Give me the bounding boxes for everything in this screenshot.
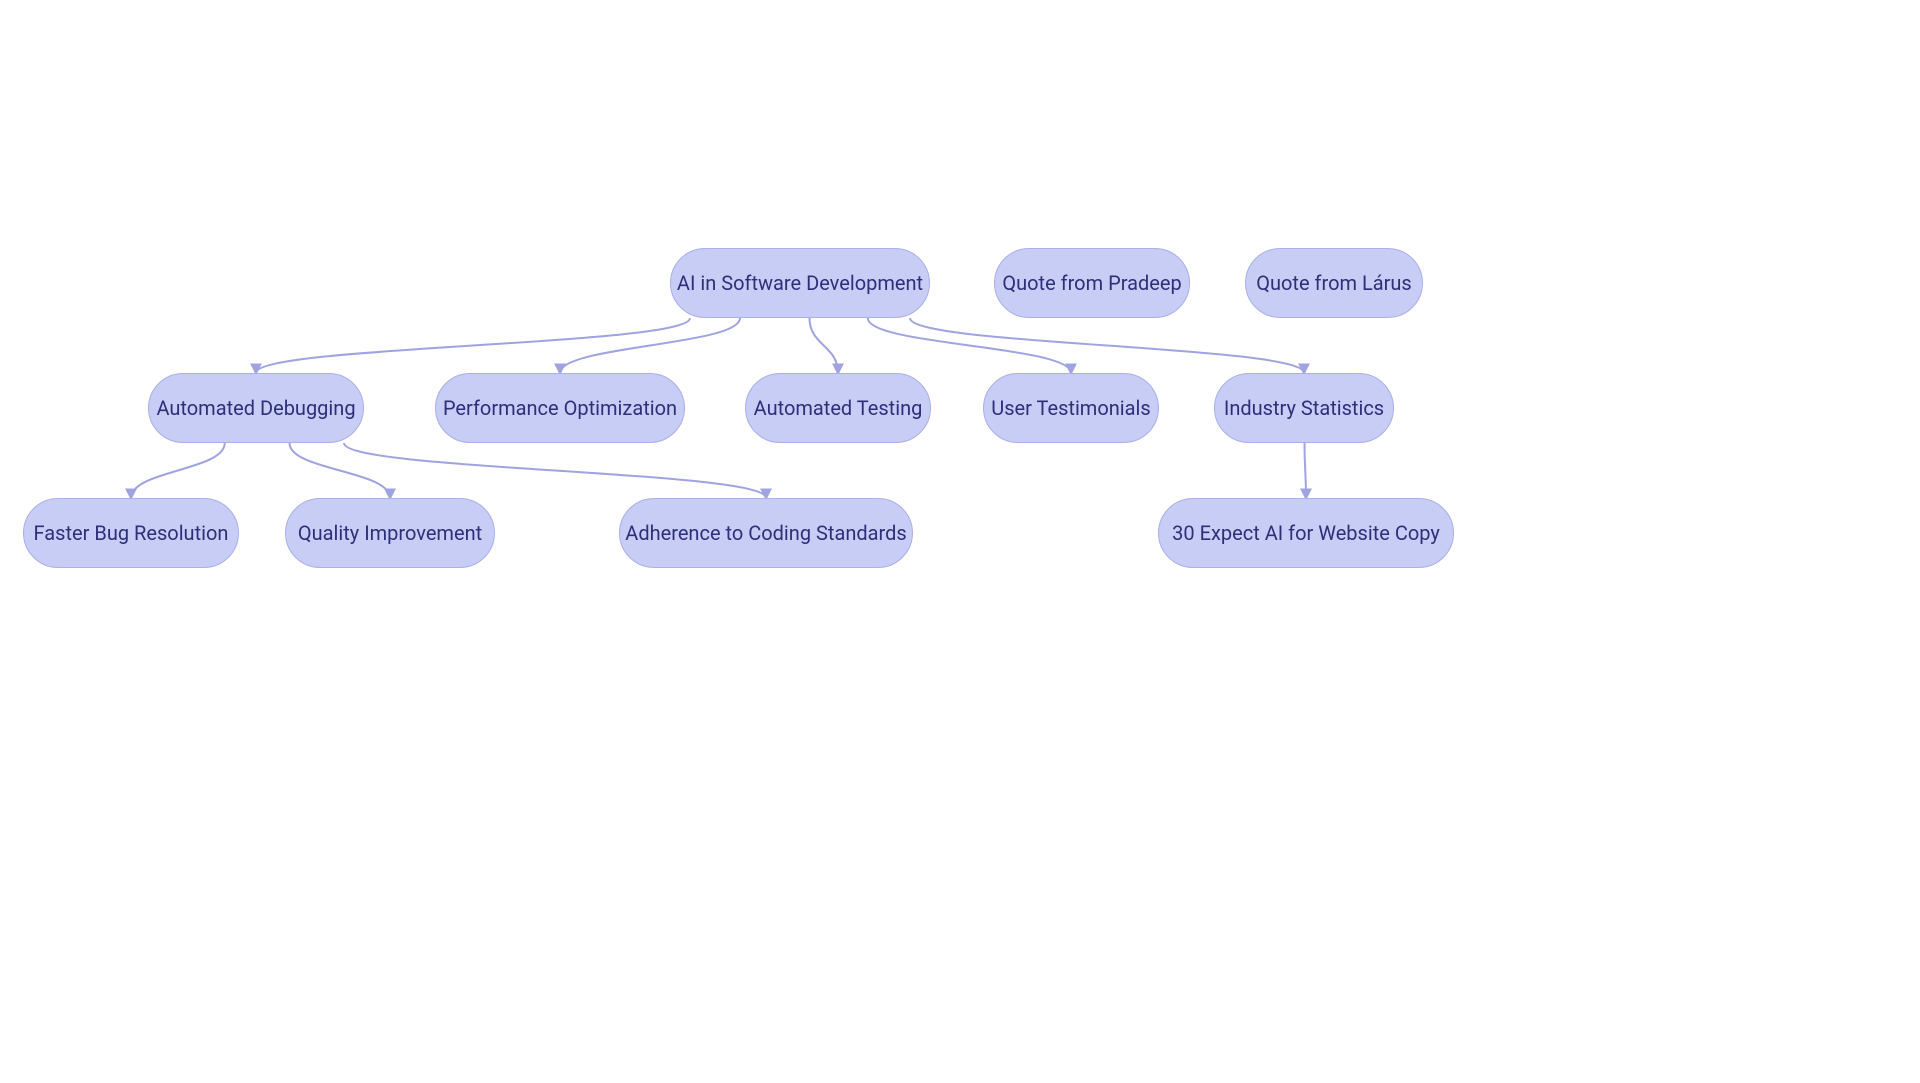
edge-debug-faster (131, 443, 225, 498)
node-quote_l: Quote from Lárus (1245, 248, 1423, 318)
node-label: Adherence to Coding Standards (625, 521, 906, 545)
node-expect: 30 Expect AI for Website Copy (1158, 498, 1454, 568)
edge-debug-standards (344, 443, 766, 498)
node-label: User Testimonials (991, 396, 1150, 420)
node-testi: User Testimonials (983, 373, 1159, 443)
node-label: Quote from Pradeep (1002, 271, 1181, 295)
node-perf: Performance Optimization (435, 373, 685, 443)
node-label: 30 Expect AI for Website Copy (1172, 521, 1440, 545)
edge-root-testi (868, 318, 1071, 373)
node-quality: Quality Improvement (285, 498, 495, 568)
node-faster: Faster Bug Resolution (23, 498, 239, 568)
node-stats: Industry Statistics (1214, 373, 1394, 443)
edge-root-perf (560, 318, 740, 373)
node-label: Faster Bug Resolution (34, 521, 229, 545)
node-label: Automated Testing (754, 396, 923, 420)
edge-stats-expect (1305, 443, 1307, 498)
node-label: Quality Improvement (298, 521, 482, 545)
node-standards: Adherence to Coding Standards (619, 498, 913, 568)
node-quote_p: Quote from Pradeep (994, 248, 1190, 318)
diagram-canvas: AI in Software Development Quote from Pra… (0, 0, 1920, 1083)
edge-root-debug (256, 318, 690, 373)
node-label: Automated Debugging (156, 396, 355, 420)
node-root: AI in Software Development (670, 248, 930, 318)
node-label: AI in Software Development (677, 271, 923, 295)
node-label: Quote from Lárus (1256, 271, 1412, 295)
node-label: Performance Optimization (443, 396, 677, 420)
edge-root-test (810, 318, 839, 373)
node-label: Industry Statistics (1224, 396, 1384, 420)
node-test: Automated Testing (745, 373, 931, 443)
edge-debug-quality (290, 443, 391, 498)
edge-root-stats (910, 318, 1304, 373)
node-debug: Automated Debugging (148, 373, 364, 443)
